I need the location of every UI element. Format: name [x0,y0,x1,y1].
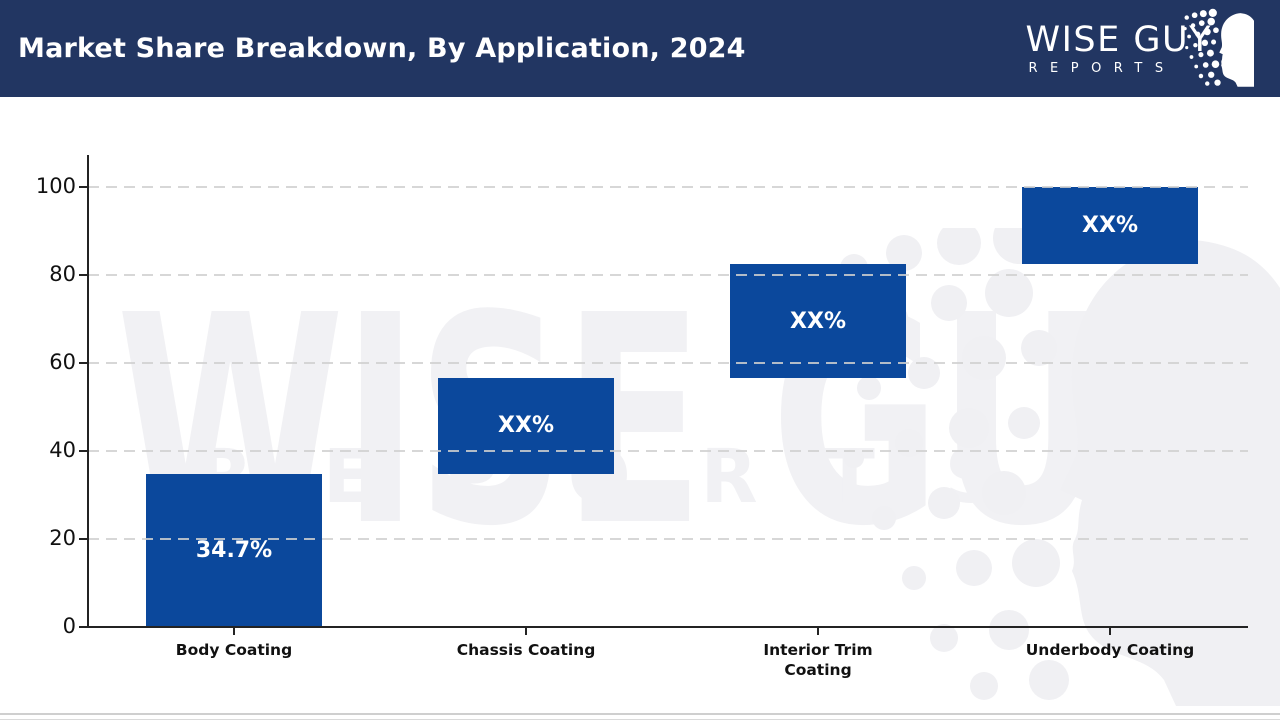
brand-name: WISE GUY [1025,19,1212,60]
face-profile-icon [1183,8,1254,87]
gridline [88,449,1248,452]
y-axis-tick [79,537,88,540]
x-axis-tick [233,628,235,635]
gridline [88,185,1248,188]
bar-value-label: 34.7% [195,538,273,564]
y-tick-label: 80 [49,261,76,286]
y-axis-tick [79,626,88,628]
bar-chassis-coating: XX% [438,377,614,475]
bar-body-coating: 34.7% [146,474,322,627]
bar-value-label: XX% [1082,212,1138,238]
page-title: Market Share Breakdown, By Application, … [18,33,746,64]
y-axis-line [87,155,89,628]
x-axis-tick [1109,628,1111,635]
y-tick-label: 20 [49,525,76,550]
y-axis-tick [79,185,88,188]
y-tick-label: 0 [62,614,76,638]
y-axis-tick [79,449,88,452]
brand-subtitle: REPORTS [1028,60,1176,76]
y-axis-tick [79,361,88,364]
y-tick-label: 60 [49,349,76,374]
x-axis-line [87,626,1248,628]
brand-logo-text: WISE GUY REPORTS [1025,19,1212,76]
gridline [88,361,1248,364]
bar-value-label: XX% [498,413,554,439]
brand-logo: WISE GUY REPORTS [1025,8,1254,90]
header-band: Market Share Breakdown, By Application, … [0,0,1280,97]
x-category-label: Interior Trim Coating [763,641,873,680]
x-axis-tick [525,628,527,635]
bar-value-label: XX% [790,308,846,334]
x-category-label: Chassis Coating [456,641,596,659]
x-category-label: Body Coating [175,641,293,659]
bar-underbody-coating: XX% [1022,186,1198,264]
y-tick-label: 40 [49,437,76,462]
bar-interior-trim-coating: XX% [730,264,906,379]
gridline [88,273,1248,276]
y-axis-tick [79,273,88,276]
x-category-label: Underbody Coating [1025,641,1195,659]
x-axis-tick [817,628,819,635]
gridline [88,537,1248,540]
footer-rule [0,713,1280,715]
y-tick-label: 100 [35,173,76,198]
